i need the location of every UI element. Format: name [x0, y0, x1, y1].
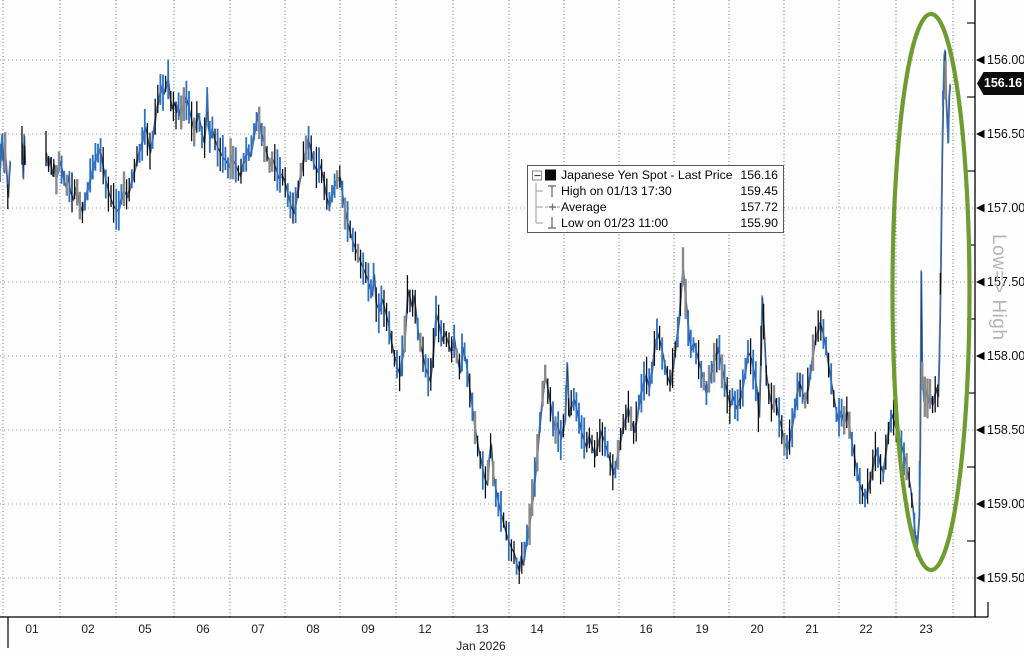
x-axis-label: 12	[418, 622, 432, 636]
highlight-ellipse-annotation	[890, 11, 972, 573]
y-axis-label: 158.50	[987, 423, 1024, 437]
y-axis-label: 158.00	[987, 349, 1024, 363]
x-axis-label: 21	[805, 622, 819, 636]
legend-row[interactable]: Low on 01/23 11:00 155.90	[531, 215, 778, 231]
legend-row[interactable]: High on 01/13 17:30 159.45	[531, 183, 778, 199]
x-axis-label: 06	[196, 622, 210, 636]
x-axis-label: 15	[585, 622, 599, 636]
y-tick-arrow	[976, 499, 985, 509]
legend-tree-branch	[535, 183, 543, 199]
high-marker-icon	[548, 185, 556, 197]
x-axis-period-label: Jan 2026	[456, 639, 506, 653]
legend-tree-cell	[531, 215, 544, 231]
x-axis-label: 13	[475, 622, 489, 636]
y-axis-direction-label: Low=> High	[988, 234, 1009, 341]
legend-row-label: Low on 01/23 11:00	[561, 216, 669, 230]
x-axis-label: 05	[138, 622, 152, 636]
legend-tree-cell	[531, 199, 544, 215]
y-tick-arrow	[976, 277, 985, 287]
legend-tree-branch-end	[535, 215, 543, 224]
y-tick-arrow	[976, 55, 985, 65]
legend-tree-branch	[535, 199, 543, 215]
legend-icon-cell	[544, 199, 561, 215]
y-tick-arrow	[976, 425, 985, 435]
y-tick-arrow	[976, 573, 985, 583]
x-axis-label: 09	[361, 622, 375, 636]
x-axis-label: 19	[695, 622, 709, 636]
x-axis-label: 08	[306, 622, 320, 636]
legend-row-value: 157.72	[740, 200, 778, 214]
series-color-swatch-icon	[545, 169, 556, 181]
legend-row[interactable]: Average 157.72	[531, 199, 778, 215]
average-marker-icon	[545, 203, 560, 211]
legend-icon-cell	[544, 215, 561, 231]
y-axis-label: 157.00	[987, 201, 1024, 215]
x-axis-label: 14	[530, 622, 544, 636]
y-axis-label: 157.50	[987, 275, 1024, 289]
chart-legend: Japanese Yen Spot - Last Price 156.16 High…	[527, 165, 784, 233]
x-axis-label: 20	[750, 622, 764, 636]
legend-collapse-icon[interactable]	[531, 167, 544, 183]
legend-row-label: Japanese Yen Spot - Last Price	[561, 168, 733, 182]
y-axis-label: 156.00	[987, 53, 1024, 67]
legend-row[interactable]: Japanese Yen Spot - Last Price 156.16	[531, 167, 778, 183]
y-axis-label: 159.50	[987, 571, 1024, 585]
y-tick-arrow	[976, 203, 985, 213]
x-axis-label: 23	[919, 622, 933, 636]
x-axis-label: 22	[859, 622, 873, 636]
legend-row-value: 159.45	[740, 184, 778, 198]
legend-row-value: 155.90	[740, 216, 778, 230]
x-axis-label: 07	[251, 622, 265, 636]
last-price-tag: 156.16	[977, 72, 1024, 95]
legend-tree-cell	[531, 183, 544, 199]
y-tick-arrow	[976, 129, 985, 139]
y-axis-label: 159.00	[987, 497, 1024, 511]
legend-icon-cell	[544, 183, 561, 199]
low-marker-icon	[548, 217, 556, 229]
x-axis-label: 02	[81, 622, 95, 636]
legend-icon-cell	[544, 167, 561, 183]
legend-tree-cell	[531, 167, 544, 183]
y-tick-arrow	[976, 351, 985, 361]
legend-row-label: Average	[561, 200, 607, 214]
x-axis-label: 16	[639, 622, 653, 636]
legend-row-label: High on 01/13 17:30	[561, 184, 672, 198]
y-axis-label: 156.50	[987, 127, 1024, 141]
legend-row-value: 156.16	[740, 168, 778, 182]
x-axis-label: 01	[25, 622, 39, 636]
